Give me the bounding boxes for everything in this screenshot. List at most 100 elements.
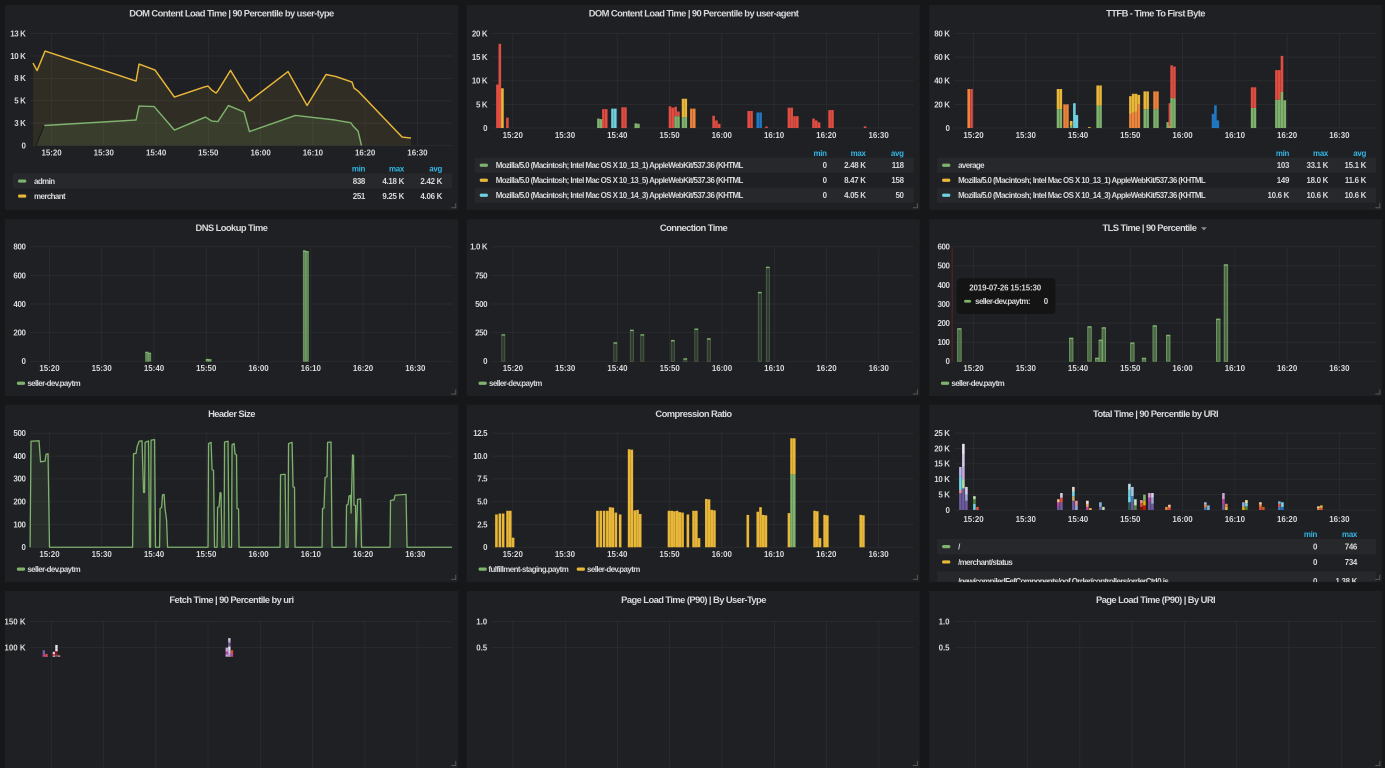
svg-text:avg: avg bbox=[1353, 149, 1366, 158]
svg-text:admin: admin bbox=[34, 177, 55, 186]
svg-text:16:10: 16:10 bbox=[301, 550, 322, 559]
svg-text:11.6 K: 11.6 K bbox=[1345, 176, 1367, 185]
svg-text:min: min bbox=[814, 149, 828, 158]
svg-text:15:20: 15:20 bbox=[503, 550, 524, 559]
svg-text:15:40: 15:40 bbox=[1068, 131, 1089, 140]
svg-text:15:40: 15:40 bbox=[144, 550, 165, 559]
svg-text:200: 200 bbox=[937, 319, 950, 328]
svg-text:15:50: 15:50 bbox=[196, 364, 217, 373]
svg-text:15:50: 15:50 bbox=[1120, 364, 1141, 373]
svg-text:0: 0 bbox=[945, 506, 950, 515]
svg-text:80 K: 80 K bbox=[934, 29, 950, 38]
svg-text:seller-dev.paytm: seller-dev.paytm bbox=[587, 565, 640, 574]
svg-text:15:20: 15:20 bbox=[963, 364, 984, 373]
svg-text:16:20: 16:20 bbox=[816, 550, 837, 559]
svg-text:16:30: 16:30 bbox=[407, 148, 428, 157]
svg-text:838: 838 bbox=[353, 177, 366, 186]
svg-text:33.1 K: 33.1 K bbox=[1306, 161, 1328, 170]
svg-text:16:10: 16:10 bbox=[764, 550, 785, 559]
svg-text:600: 600 bbox=[937, 242, 950, 251]
svg-text:100: 100 bbox=[937, 338, 950, 347]
svg-text:150 K: 150 K bbox=[5, 617, 26, 626]
svg-text:400: 400 bbox=[13, 452, 26, 461]
svg-text:50: 50 bbox=[896, 191, 905, 200]
svg-text:9.25 K: 9.25 K bbox=[382, 192, 404, 201]
svg-text:max: max bbox=[1313, 149, 1329, 158]
svg-text:100: 100 bbox=[13, 521, 26, 530]
svg-text:16:10: 16:10 bbox=[1225, 131, 1246, 140]
svg-text:500: 500 bbox=[475, 300, 488, 309]
svg-text:15:40: 15:40 bbox=[607, 550, 628, 559]
svg-text:8 K: 8 K bbox=[14, 74, 26, 83]
svg-text:16:20: 16:20 bbox=[817, 364, 838, 373]
svg-text:15:20: 15:20 bbox=[963, 131, 984, 140]
svg-text:10 K: 10 K bbox=[10, 52, 26, 61]
svg-text:40 K: 40 K bbox=[934, 77, 950, 86]
svg-text:avg: avg bbox=[429, 165, 442, 174]
svg-text:15:50: 15:50 bbox=[198, 148, 219, 157]
svg-text:500: 500 bbox=[13, 429, 26, 438]
svg-text:2.48 K: 2.48 K bbox=[844, 161, 866, 170]
svg-text:16:00: 16:00 bbox=[1172, 516, 1193, 525]
svg-text:5 K: 5 K bbox=[14, 97, 26, 106]
svg-text:15:40: 15:40 bbox=[1068, 516, 1089, 525]
svg-text:12.5: 12.5 bbox=[474, 429, 489, 438]
svg-text:15:20: 15:20 bbox=[503, 131, 524, 140]
svg-text:15:30: 15:30 bbox=[1016, 131, 1037, 140]
svg-text:max: max bbox=[389, 165, 405, 174]
svg-text:16:00: 16:00 bbox=[250, 148, 271, 157]
svg-text:600: 600 bbox=[13, 271, 26, 280]
svg-text:16:30: 16:30 bbox=[869, 550, 890, 559]
svg-text:16:20: 16:20 bbox=[353, 364, 374, 373]
svg-text:2019-07-26 15:15:30: 2019-07-26 15:15:30 bbox=[969, 283, 1041, 292]
svg-text:15:30: 15:30 bbox=[92, 364, 113, 373]
svg-text:16:10: 16:10 bbox=[1225, 364, 1246, 373]
svg-text:750: 750 bbox=[475, 271, 488, 280]
svg-text:16:20: 16:20 bbox=[816, 131, 837, 140]
svg-text:734: 734 bbox=[1345, 558, 1358, 567]
svg-text:1.38 K: 1.38 K bbox=[1335, 577, 1357, 582]
svg-text:0: 0 bbox=[21, 141, 26, 150]
svg-text:merchant: merchant bbox=[34, 192, 66, 201]
svg-text:15:50: 15:50 bbox=[660, 550, 681, 559]
svg-text:4.06 K: 4.06 K bbox=[420, 192, 442, 201]
svg-text:0: 0 bbox=[945, 124, 950, 133]
svg-text:2.42 K: 2.42 K bbox=[420, 177, 442, 186]
svg-text:15:40: 15:40 bbox=[146, 148, 167, 157]
svg-text:1.0 K: 1.0 K bbox=[470, 242, 488, 251]
svg-text:16:10: 16:10 bbox=[1225, 516, 1246, 525]
svg-text:16:00: 16:00 bbox=[712, 550, 733, 559]
svg-text:0: 0 bbox=[823, 176, 828, 185]
svg-text:15:50: 15:50 bbox=[196, 550, 217, 559]
svg-text:4.05 K: 4.05 K bbox=[844, 191, 866, 200]
svg-text:0: 0 bbox=[1313, 558, 1318, 567]
svg-text:seller-dev.paytm: seller-dev.paytm bbox=[27, 379, 80, 388]
svg-text:Mozilla/5.0 (Macintosh; Intel: Mozilla/5.0 (Macintosh; Intel Mac OS X 1… bbox=[496, 176, 744, 185]
svg-text:3 K: 3 K bbox=[14, 119, 26, 128]
svg-text:4.18 K: 4.18 K bbox=[382, 177, 404, 186]
svg-text:max: max bbox=[1342, 530, 1358, 539]
svg-text:20 K: 20 K bbox=[934, 100, 950, 109]
svg-text:seller-dev.paytm: seller-dev.paytm bbox=[27, 565, 80, 574]
svg-text:0.5: 0.5 bbox=[938, 644, 950, 653]
svg-text:16:00: 16:00 bbox=[712, 364, 733, 373]
svg-text:149: 149 bbox=[1277, 176, 1290, 185]
svg-text:seller-dev.paytm:: seller-dev.paytm: bbox=[975, 297, 1030, 306]
svg-text:16:10: 16:10 bbox=[303, 148, 324, 157]
svg-text:10 K: 10 K bbox=[934, 475, 950, 484]
svg-text:300: 300 bbox=[937, 300, 950, 309]
svg-text:100 K: 100 K bbox=[5, 644, 26, 653]
svg-text:16:00: 16:00 bbox=[1172, 364, 1193, 373]
svg-text:16:00: 16:00 bbox=[248, 550, 269, 559]
svg-text:16:30: 16:30 bbox=[869, 131, 890, 140]
svg-text:16:00: 16:00 bbox=[1172, 131, 1193, 140]
svg-text:16:20: 16:20 bbox=[1277, 364, 1298, 373]
svg-text:15:20: 15:20 bbox=[503, 364, 524, 373]
svg-text:/new/compiledFefComponents/oof: /new/compiledFefComponents/oof Order/con… bbox=[958, 577, 1169, 582]
svg-text:10.6 K: 10.6 K bbox=[1344, 191, 1366, 200]
svg-text:16:30: 16:30 bbox=[405, 550, 426, 559]
svg-text:15:50: 15:50 bbox=[1120, 516, 1141, 525]
svg-text:16:00: 16:00 bbox=[248, 364, 269, 373]
svg-text:0: 0 bbox=[483, 124, 488, 133]
svg-text:5 K: 5 K bbox=[476, 100, 488, 109]
